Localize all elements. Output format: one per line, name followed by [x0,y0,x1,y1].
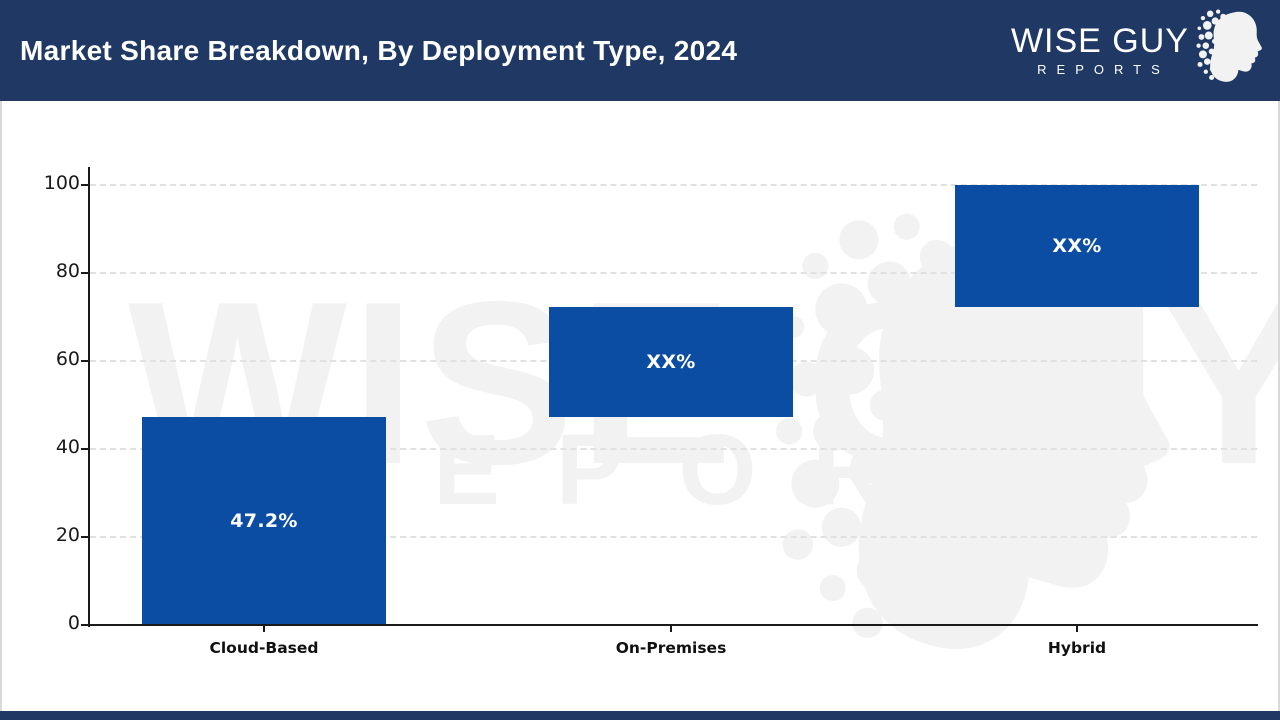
x-category-label: On-Premises [615,639,727,657]
gridline-80 [90,272,1257,274]
y-tick [81,184,88,186]
gridline-20 [90,536,1257,538]
wiseguy-head-logo-icon [1196,9,1262,82]
y-tick-label: 60 [55,348,80,370]
x-tick [670,626,672,632]
y-tick-label: 40 [55,436,80,458]
logo-text: WISE GUY REPORTS [1010,22,1189,77]
y-tick [81,448,88,450]
y-axis-line [88,167,90,627]
x-axis-line [84,624,1258,626]
page-title: Market Share Breakdown, By Deployment Ty… [20,34,738,66]
x-category-label: Hybrid [1047,639,1107,657]
y-tick-label: 20 [55,524,80,546]
logo-subtitle: REPORTS [1037,61,1170,77]
bar-hybrid: XX% [955,185,1199,308]
y-tick [81,272,88,274]
x-category-label: Cloud-Based [209,639,319,657]
y-tick [81,536,88,538]
watermark-head-icon [776,213,1170,650]
bar-value-label: XX% [646,351,696,374]
bar-cloud-based: 47.2% [142,417,386,625]
y-tick-label: 0 [67,612,80,634]
bar-on-premises: XX% [549,307,793,418]
bar-value-label: 47.2% [230,510,298,533]
header: Market Share Breakdown, By Deployment Ty… [0,0,1280,101]
y-tick [81,360,88,362]
y-tick-label: 80 [55,260,80,282]
logo-wordmark: WISE GUY [1010,22,1189,61]
gridline-100 [90,184,1257,186]
y-tick-label: 100 [43,172,80,194]
x-tick [1076,626,1078,632]
wiseguy-logo: WISE GUY REPORTS [1011,8,1266,92]
gridline-40 [90,448,1257,450]
footer-bar [0,711,1280,720]
bar-value-label: XX% [1052,235,1102,258]
x-tick [263,626,265,632]
